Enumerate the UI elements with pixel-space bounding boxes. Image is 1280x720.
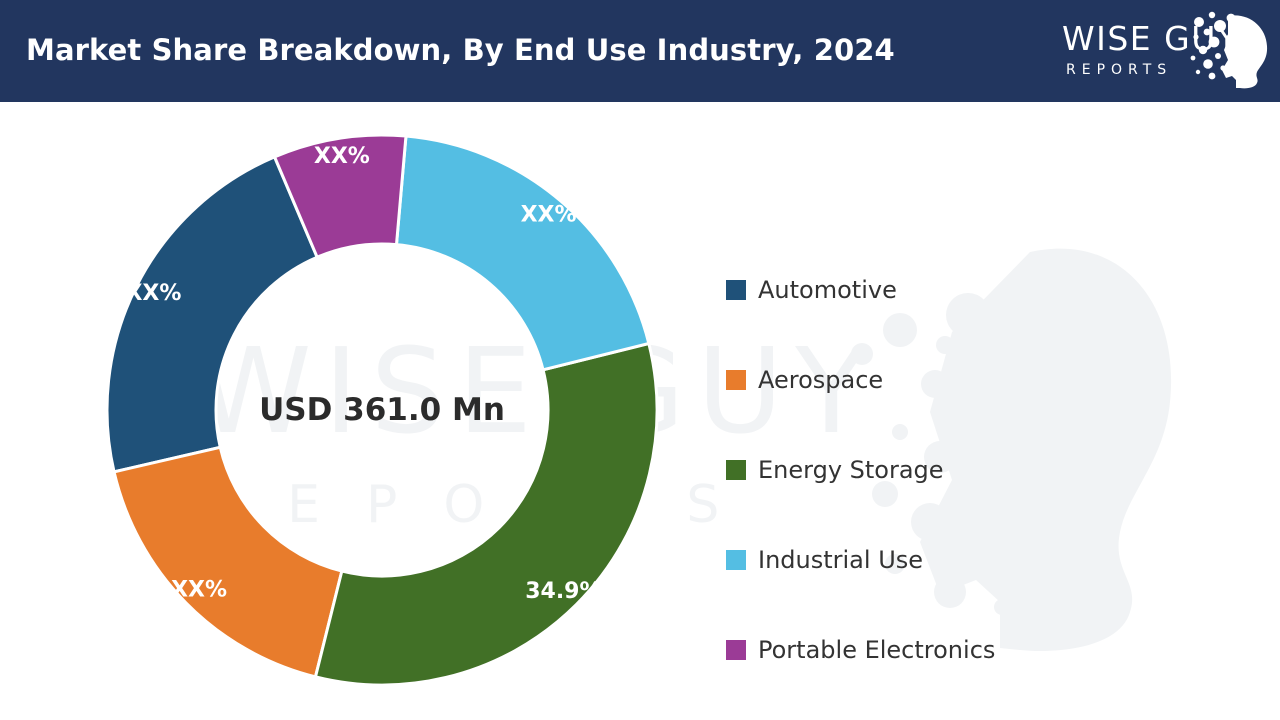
slice-label-energy-storage: 34.9% [525, 579, 601, 604]
donut-center-value: USD 361.0 Mn [259, 392, 505, 428]
legend-swatch-icon [726, 460, 746, 480]
legend-swatch-icon [726, 370, 746, 390]
logo-wordmark-primary: WISE GUY [1062, 19, 1239, 58]
slice-label-industrial-use: XX% [521, 202, 577, 227]
legend-item-label: Automotive [758, 276, 897, 304]
chart-legend: Automotive Aerospace Energy Storage Industr… [726, 245, 1146, 695]
donut-slices [105, 133, 659, 687]
donut-slice-automotive[interactable] [105, 154, 320, 474]
page-header: Market Share Breakdown, By End Use Indus… [0, 0, 1280, 102]
logo-wordmark-secondary: REPORTS [1066, 62, 1172, 78]
page-title: Market Share Breakdown, By End Use Indus… [26, 33, 895, 67]
legend-item-portable-electronics[interactable]: Portable Electronics [726, 605, 1146, 695]
legend-item-aerospace[interactable]: Aerospace [726, 335, 1146, 425]
donut-slice-industrial-use[interactable] [394, 134, 651, 372]
donut-chart-svg: XX% XX% 34.9% XX% XX% USD 361.0 Mn [105, 133, 659, 687]
slice-label-aerospace: XX% [171, 577, 227, 602]
head-silhouette-icon [1222, 15, 1268, 89]
slice-label-automotive: XX% [125, 281, 181, 306]
legend-swatch-icon [726, 280, 746, 300]
legend-item-label: Aerospace [758, 366, 884, 394]
legend-swatch-icon [726, 550, 746, 570]
legend-item-label: Energy Storage [758, 456, 944, 484]
legend-item-label: Industrial Use [758, 546, 924, 574]
legend-item-label: Portable Electronics [758, 636, 996, 664]
legend-swatch-icon [726, 640, 746, 660]
legend-item-industrial-use[interactable]: Industrial Use [726, 515, 1146, 605]
legend-item-energy-storage[interactable]: Energy Storage [726, 425, 1146, 515]
logo-svg: WISE GUY REPORTS [1062, 11, 1268, 89]
donut-slice-portable-electronics[interactable] [272, 133, 408, 260]
donut-slice-energy-storage[interactable] [313, 341, 659, 687]
chart-body: WISE GUY REPORTS XX% XX% 34.9% XX% XX% [0, 102, 1280, 720]
slice-label-portable-electronics: XX% [314, 144, 370, 169]
donut-chart: XX% XX% 34.9% XX% XX% USD 361.0 Mn [80, 102, 690, 720]
legend-item-automotive[interactable]: Automotive [726, 245, 1146, 335]
donut-slice-labels: XX% XX% 34.9% XX% XX% [125, 144, 601, 604]
wise-guy-reports-logo: WISE GUY REPORTS [1060, 6, 1272, 96]
donut-slice-aerospace[interactable] [112, 445, 344, 679]
